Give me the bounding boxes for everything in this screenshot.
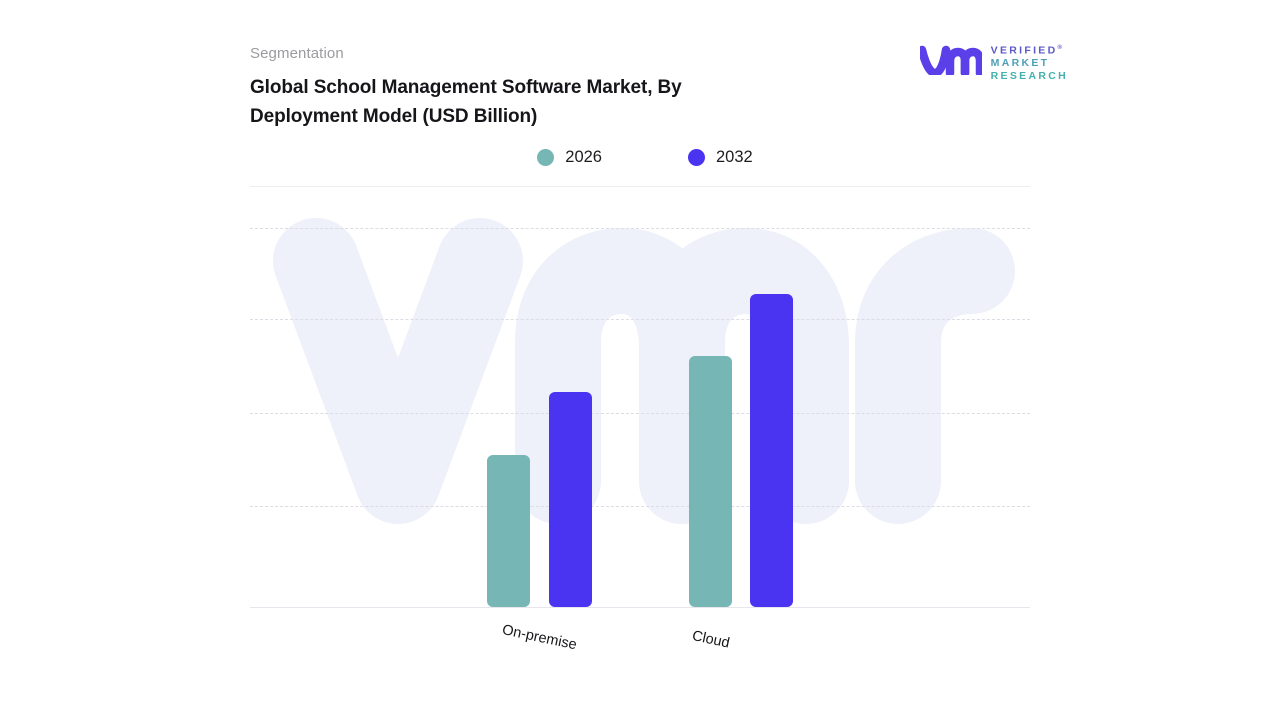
legend-item-2026[interactable]: 2026: [537, 148, 602, 166]
bar-cloud-2026[interactable]: [689, 356, 732, 607]
x-axis-label-on-premise: On-premise: [500, 622, 579, 654]
chart-bars: [250, 187, 1030, 607]
chart-legend: 2026 2032: [250, 148, 1040, 166]
legend-swatch-icon: [537, 148, 555, 166]
logo-wordmark: VERIFIED® MARKET RESEARCH: [991, 42, 1068, 82]
segmentation-kicker: Segmentation: [250, 45, 344, 62]
page-title: Global School Management Software Market…: [250, 77, 682, 127]
chart-x-axis-labels: On-premise Cloud: [250, 612, 1030, 672]
x-axis-label-cloud: Cloud: [690, 628, 732, 652]
chart-header: Segmentation Global School Management So…: [250, 44, 1040, 144]
logo-line-research: RESEARCH: [990, 69, 1068, 82]
verified-market-research-logo: VERIFIED® MARKET RESEARCH: [917, 42, 1068, 82]
logo-line-verified: VERIFIED®: [990, 44, 1062, 57]
bar-on-premise-2032[interactable]: [549, 392, 592, 607]
legend-label: 2032: [716, 148, 753, 166]
chart-x-axis-line: [250, 607, 1030, 608]
bar-cloud-2032[interactable]: [750, 294, 793, 607]
registered-mark-icon: ®: [1057, 45, 1062, 51]
legend-item-2032[interactable]: 2032: [688, 148, 753, 166]
bar-on-premise-2026[interactable]: [487, 455, 530, 607]
chart-plot-area: [250, 186, 1030, 608]
legend-label: 2026: [565, 148, 602, 166]
vmr-logo-mark-icon: [917, 45, 984, 80]
logo-line-market: MARKET: [990, 57, 1050, 69]
legend-swatch-icon: [688, 148, 705, 166]
